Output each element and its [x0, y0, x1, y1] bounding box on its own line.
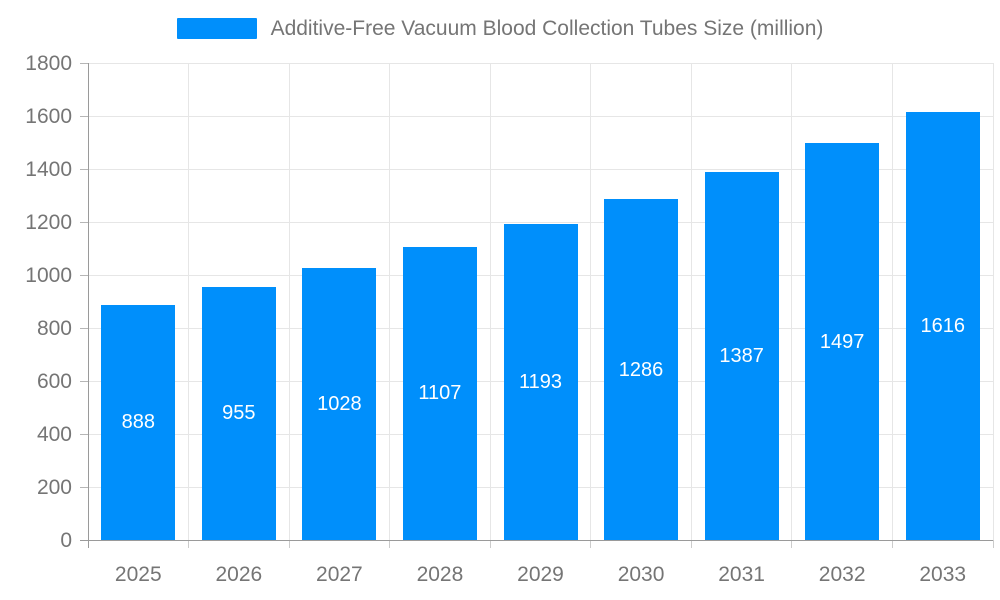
x-gridline: [590, 63, 592, 540]
bar[interactable]: [201, 286, 276, 540]
x-tick-label: 2029: [517, 563, 564, 586]
bar-value-label: 1616: [920, 314, 965, 337]
y-tick: [80, 327, 88, 329]
x-tick: [489, 540, 491, 548]
bar-value-label: 955: [222, 402, 256, 425]
bar[interactable]: [604, 199, 679, 540]
legend[interactable]: Additive-Free Vacuum Blood Collection Tu…: [0, 18, 1000, 39]
legend-swatch: [176, 18, 257, 39]
y-tick-label: 1800: [25, 51, 72, 75]
y-tick-label: 400: [36, 422, 72, 446]
y-tick-label: 200: [36, 475, 72, 499]
bar-value-label: 1387: [719, 345, 764, 368]
y-tick: [80, 433, 88, 435]
y-tick-label: 0: [60, 528, 72, 552]
y-tick-label: 1600: [25, 104, 72, 128]
x-tick-label: 2028: [416, 563, 464, 586]
y-tick: [80, 221, 88, 223]
y-tick: [80, 486, 88, 488]
x-tick: [590, 540, 592, 548]
y-tick-label: 800: [36, 316, 72, 340]
x-tick: [891, 540, 893, 548]
bar[interactable]: [704, 172, 779, 540]
y-tick: [80, 168, 88, 170]
y-gridline: [88, 221, 993, 223]
x-tick-label: 2031: [718, 563, 765, 586]
bar-value-label: 1107: [418, 382, 462, 405]
x-gridline: [489, 63, 491, 540]
bar-value-label: 888: [121, 411, 155, 434]
y-tick: [80, 274, 88, 276]
y-tick-label: 1400: [25, 157, 72, 181]
x-tick: [992, 540, 994, 548]
y-tick-label: 1000: [25, 263, 72, 287]
x-tick: [188, 540, 190, 548]
x-tick-label: 2027: [316, 563, 363, 586]
bar[interactable]: [402, 246, 477, 540]
x-gridline: [992, 63, 994, 540]
x-tick-label: 2025: [114, 563, 162, 586]
y-gridline: [88, 62, 993, 64]
bar-value-label: 1028: [317, 392, 362, 415]
y-tick: [80, 115, 88, 117]
bar[interactable]: [503, 223, 578, 540]
x-tick: [288, 540, 290, 548]
x-tick: [690, 540, 692, 548]
x-tick-label: 2030: [617, 563, 665, 586]
x-axis-line: [80, 540, 993, 541]
y-gridline: [88, 115, 993, 117]
bar[interactable]: [805, 143, 880, 540]
bar-value-label: 1286: [618, 358, 664, 381]
y-tick: [80, 380, 88, 382]
x-gridline: [690, 63, 692, 540]
x-gridline: [188, 63, 190, 540]
y-tick-label: 600: [36, 369, 72, 393]
legend-label: Additive-Free Vacuum Blood Collection Tu…: [270, 17, 824, 40]
bar[interactable]: [101, 304, 176, 540]
y-tick: [80, 62, 88, 64]
bar[interactable]: [302, 267, 377, 540]
x-gridline: [791, 63, 793, 540]
bar[interactable]: [905, 111, 980, 540]
x-tick: [389, 540, 391, 548]
x-tick-label: 2026: [215, 563, 263, 586]
x-gridline: [389, 63, 391, 540]
x-tick: [791, 540, 793, 548]
y-tick-label: 1200: [25, 210, 72, 234]
y-gridline: [88, 168, 993, 170]
x-tick-label: 2033: [919, 563, 967, 586]
y-axis-line: [88, 63, 89, 548]
x-gridline: [288, 63, 290, 540]
bar-value-label: 1193: [518, 370, 562, 393]
x-tick-label: 2032: [818, 563, 866, 586]
x-gridline: [891, 63, 893, 540]
bar-value-label: 1497: [819, 330, 865, 353]
